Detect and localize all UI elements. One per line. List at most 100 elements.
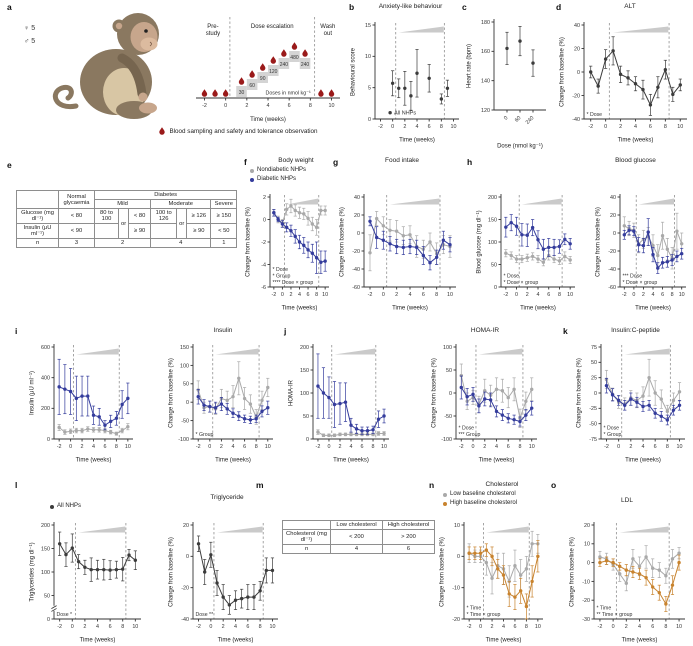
chart-alt: -40 -20 0 20 40 -2 0 2 4 6 8 10 * Dose Change from ba… xyxy=(557,12,693,144)
svg-text:-2: -2 xyxy=(202,103,207,109)
svg-text:10: 10 xyxy=(535,624,541,630)
svg-text:240: 240 xyxy=(525,115,536,126)
svg-text:50: 50 xyxy=(303,414,309,420)
svg-text:-2: -2 xyxy=(196,624,201,630)
n-row-label: n xyxy=(282,544,331,554)
svg-text:4: 4 xyxy=(298,292,301,298)
female-count: ♀ 5 xyxy=(24,25,36,32)
svg-text:10: 10 xyxy=(454,523,460,529)
svg-text:2: 2 xyxy=(338,444,341,450)
svg-text:-2: -2 xyxy=(57,624,62,630)
svg-text:* Group: * Group xyxy=(273,273,291,279)
high-chol-header: High cholesterol xyxy=(382,520,435,530)
svg-text:10: 10 xyxy=(329,103,335,109)
svg-text:2: 2 xyxy=(289,292,292,298)
svg-text:Change from baseline (%): Change from baseline (%) xyxy=(440,537,446,607)
svg-text:Time (weeks): Time (weeks) xyxy=(218,638,254,644)
svg-text:0: 0 xyxy=(71,624,74,630)
cell: ≥ 150 xyxy=(210,208,238,224)
svg-text:10: 10 xyxy=(679,292,685,298)
svg-text:0: 0 xyxy=(472,444,475,450)
svg-text:4: 4 xyxy=(537,292,540,298)
svg-text:0: 0 xyxy=(69,444,72,450)
svg-text:0: 0 xyxy=(612,624,615,630)
table-row: Cholesterol (mg dl⁻¹) < 200 > 200 xyxy=(282,529,435,545)
cell: ≥ 90 xyxy=(186,223,212,239)
table-row: n 4 6 xyxy=(282,544,435,554)
corner-cell xyxy=(16,190,59,209)
legend-item: Nondiabetic NHPs xyxy=(250,166,306,175)
svg-text:Change from baseline (%): Change from baseline (%) xyxy=(169,358,175,428)
svg-text:8: 8 xyxy=(309,103,312,109)
svg-text:* Dose: * Dose xyxy=(504,273,520,279)
svg-text:*** Dose: *** Dose xyxy=(623,273,643,279)
svg-text:-20: -20 xyxy=(582,598,590,604)
svg-text:6: 6 xyxy=(422,292,425,298)
blood-sampling-legend-text: Blood sampling and safety and tolerance … xyxy=(169,127,318,135)
svg-text:-20: -20 xyxy=(452,617,460,623)
cell: 80 to 100 xyxy=(94,208,119,224)
svg-text:-40: -40 xyxy=(572,117,580,123)
svg-text:6: 6 xyxy=(243,444,246,450)
svg-text:-60: -60 xyxy=(352,285,360,291)
svg-text:Time (weeks): Time (weeks) xyxy=(486,638,522,644)
svg-text:180: 180 xyxy=(481,20,490,26)
title-ldl: LDL xyxy=(621,497,633,504)
svg-text:Time (weeks): Time (weeks) xyxy=(635,306,671,312)
svg-text:2: 2 xyxy=(395,292,398,298)
svg-text:0: 0 xyxy=(186,400,189,406)
svg-text:4: 4 xyxy=(642,444,645,450)
svg-text:6: 6 xyxy=(428,124,431,130)
svg-text:6: 6 xyxy=(649,124,652,130)
svg-text:100: 100 xyxy=(488,240,497,246)
svg-text:6: 6 xyxy=(661,292,664,298)
svg-text:4: 4 xyxy=(409,292,412,298)
svg-text:4: 4 xyxy=(267,103,270,109)
legend-cholesterol: Low baseline cholesterol High baseline c… xyxy=(443,490,517,508)
svg-text:0: 0 xyxy=(327,444,330,450)
panel-letter-e: e xyxy=(7,160,12,170)
panel-letter-l: l xyxy=(15,480,18,490)
title-body-weight: Body weight xyxy=(278,157,314,164)
svg-text:Dose escalation: Dose escalation xyxy=(251,24,294,30)
svg-text:Change from baseline (%): Change from baseline (%) xyxy=(570,537,576,607)
svg-text:6: 6 xyxy=(103,444,106,450)
blood-sampling-legend: Blood sampling and safety and tolerance … xyxy=(118,126,358,136)
svg-text:8: 8 xyxy=(435,292,438,298)
svg-text:2: 2 xyxy=(263,195,266,201)
svg-text:400: 400 xyxy=(41,376,50,382)
svg-text:10: 10 xyxy=(584,542,590,548)
severe-header: Severe xyxy=(210,199,238,209)
svg-text:8: 8 xyxy=(671,292,674,298)
svg-text:4: 4 xyxy=(416,124,419,130)
svg-text:**** Dose × group: **** Dose × group xyxy=(273,280,314,286)
svg-text:0: 0 xyxy=(263,217,266,223)
svg-text:Triglycerides (mg dl⁻¹): Triglycerides (mg dl⁻¹) xyxy=(30,542,36,601)
chart-heart-rate: 120 140 160 180 0 60 240 Heart rate (bpm) Dose (… xyxy=(464,8,556,150)
svg-text:Time (weeks): Time (weeks) xyxy=(618,138,654,144)
svg-text:6: 6 xyxy=(109,624,112,630)
svg-text:50: 50 xyxy=(446,368,452,374)
svg-text:-20: -20 xyxy=(572,93,580,99)
svg-text:2: 2 xyxy=(403,124,406,130)
svg-text:8: 8 xyxy=(255,444,258,450)
svg-text:-75: -75 xyxy=(589,437,597,443)
svg-text:75: 75 xyxy=(591,345,597,351)
svg-text:150: 150 xyxy=(300,368,309,374)
insulin-row-label: Insulin (μU ml⁻¹) xyxy=(16,223,59,239)
svg-text:* Group: * Group xyxy=(604,432,622,438)
svg-text:8: 8 xyxy=(315,292,318,298)
svg-text:0: 0 xyxy=(617,444,620,450)
svg-text:140: 140 xyxy=(481,79,490,85)
svg-text:-4: -4 xyxy=(261,262,266,268)
svg-text:-2: -2 xyxy=(378,124,383,130)
cell: 6 xyxy=(382,544,435,554)
or-cell: or xyxy=(176,208,188,239)
svg-text:Time (weeks): Time (weeks) xyxy=(479,458,515,464)
svg-text:Behavioural score: Behavioural score xyxy=(351,47,357,96)
svg-text:-10: -10 xyxy=(582,579,590,585)
chart-triglyceride-change: -40 -20 0 20 -2 0 2 4 6 8 10 Dose ** Change from bas… xyxy=(166,512,284,644)
chart-insulin-c-peptide: -75 -50 -25 0 25 50 75 -2 0 2 4 6 8 10 * Dose * Group Ch… xyxy=(574,334,691,464)
n-row-label: n xyxy=(16,238,59,248)
svg-text:-60: -60 xyxy=(608,285,616,291)
